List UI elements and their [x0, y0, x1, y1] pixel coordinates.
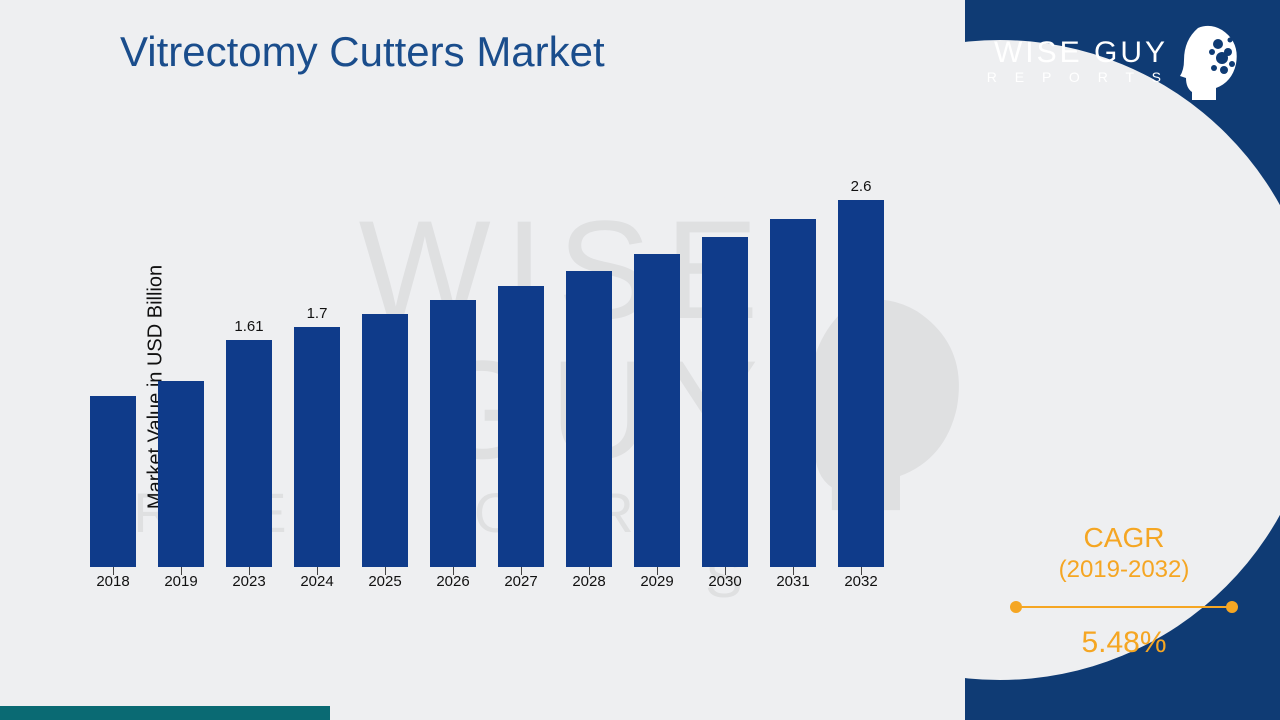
x-tick-label: 2031 [763, 573, 823, 590]
x-tick-label: 2025 [355, 573, 415, 590]
cagr-block: CAGR (2019-2032) 5.48% [1014, 522, 1234, 660]
x-tick-label: 2030 [695, 573, 755, 590]
bar [430, 300, 476, 567]
x-tick-label: 2027 [491, 573, 551, 590]
bar [566, 271, 612, 567]
bar-chart: Market Value in USD Billion 201820191.61… [44, 172, 914, 602]
x-tick-label: 2024 [287, 573, 347, 590]
cagr-divider [1014, 606, 1234, 608]
x-tick-label: 2032 [831, 573, 891, 590]
bar: 1.7 [294, 327, 340, 567]
logo-main-text: WISE GUY [987, 38, 1168, 68]
cagr-period: (2019-2032) [1014, 556, 1234, 584]
plot-area: 201820191.6120231.7202420252026202720282… [84, 172, 914, 567]
logo-sub-text: R E P O R T S [987, 68, 1168, 88]
x-tick-label: 2018 [83, 573, 143, 590]
bar [702, 237, 748, 567]
bar [498, 286, 544, 567]
bar [90, 396, 136, 567]
bar-value-label: 1.7 [294, 305, 340, 322]
footer-accent [0, 706, 330, 720]
x-tick-label: 2026 [423, 573, 483, 590]
logo-head-icon [1178, 24, 1244, 102]
cagr-value: 5.48% [1014, 626, 1234, 660]
chart-title: Vitrectomy Cutters Market [120, 28, 605, 76]
bar-value-label: 1.61 [226, 318, 272, 335]
bar: 1.61 [226, 340, 272, 567]
x-tick-label: 2019 [151, 573, 211, 590]
bar [634, 254, 680, 567]
cagr-label: CAGR [1014, 522, 1234, 554]
x-tick-label: 2029 [627, 573, 687, 590]
page: WISE GUY R E P O R T S CAGR (2019-2032) … [0, 0, 1280, 720]
bar [362, 314, 408, 567]
bar [770, 219, 816, 567]
brand-logo: WISE GUY R E P O R T S [987, 24, 1244, 102]
bar [158, 381, 204, 567]
x-tick-label: 2028 [559, 573, 619, 590]
bar: 2.6 [838, 200, 884, 567]
x-tick-label: 2023 [219, 573, 279, 590]
bar-value-label: 2.6 [838, 178, 884, 195]
right-panel: WISE GUY R E P O R T S CAGR (2019-2032) … [965, 0, 1280, 720]
